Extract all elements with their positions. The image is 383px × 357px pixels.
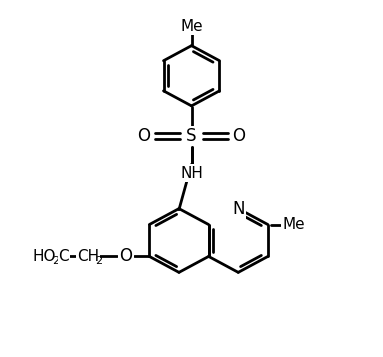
Text: 2: 2: [52, 256, 60, 266]
Text: O: O: [137, 127, 151, 145]
Text: N: N: [232, 200, 244, 218]
Text: Me: Me: [282, 217, 305, 232]
Text: C: C: [59, 249, 69, 264]
Text: CH: CH: [77, 249, 99, 264]
Text: 2: 2: [95, 256, 102, 266]
Text: O: O: [119, 247, 132, 265]
Text: S: S: [186, 127, 197, 145]
Text: NH: NH: [180, 166, 203, 181]
Text: HO: HO: [32, 249, 56, 264]
Text: O: O: [232, 127, 246, 145]
Text: Me: Me: [180, 19, 203, 34]
